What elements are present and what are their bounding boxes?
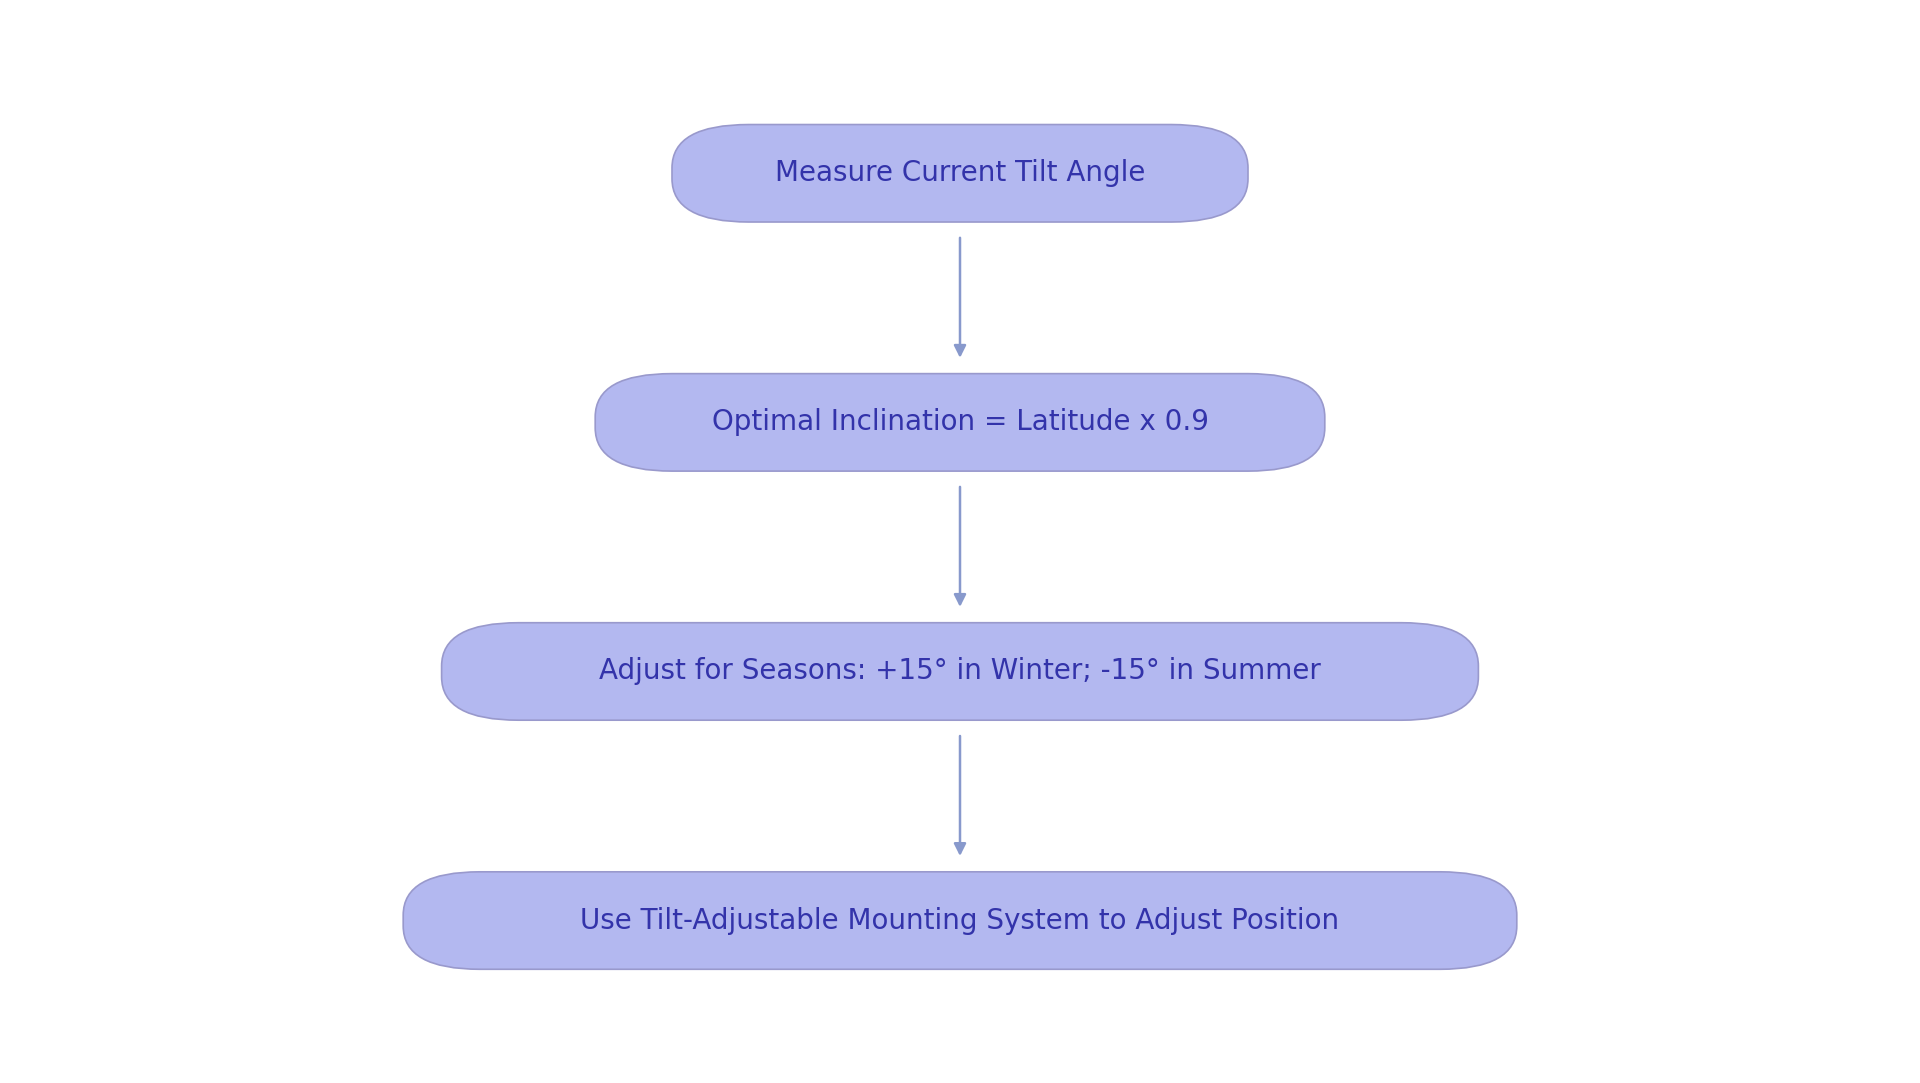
Text: Optimal Inclination = Latitude x 0.9: Optimal Inclination = Latitude x 0.9 bbox=[712, 408, 1208, 436]
Text: Use Tilt-Adjustable Mounting System to Adjust Position: Use Tilt-Adjustable Mounting System to A… bbox=[580, 906, 1340, 935]
Text: Adjust for Seasons: +15° in Winter; -15° in Summer: Adjust for Seasons: +15° in Winter; -15°… bbox=[599, 657, 1321, 686]
FancyBboxPatch shape bbox=[403, 872, 1517, 969]
Text: Measure Current Tilt Angle: Measure Current Tilt Angle bbox=[776, 159, 1144, 187]
FancyBboxPatch shape bbox=[672, 125, 1248, 222]
FancyBboxPatch shape bbox=[595, 374, 1325, 471]
FancyBboxPatch shape bbox=[442, 623, 1478, 720]
